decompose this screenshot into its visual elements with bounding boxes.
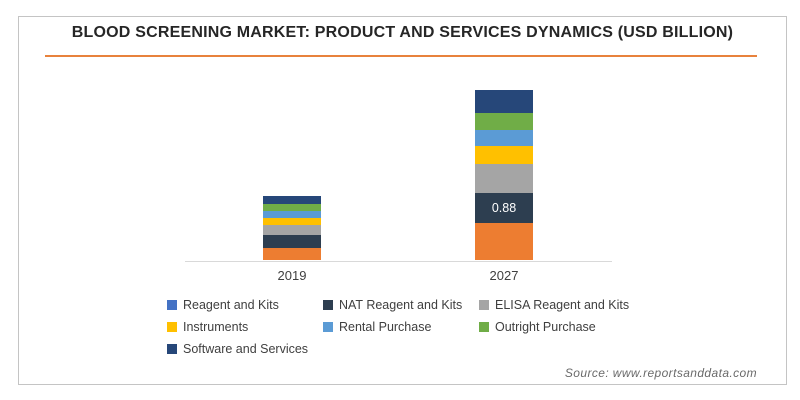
bar-segment-elisa-reagent-and-kits-2019 bbox=[263, 225, 321, 236]
chart-legend: Reagent and Kits NAT Reagent and Kits ELIS… bbox=[167, 298, 709, 356]
bar-segment-outright-purchase-2027 bbox=[475, 112, 533, 130]
legend-item-instruments: Instruments bbox=[167, 320, 323, 334]
legend-swatch-icon bbox=[479, 300, 489, 310]
bar-segment-nat-reagent-and-kits-2019 bbox=[263, 235, 321, 249]
legend-swatch-icon bbox=[167, 344, 177, 354]
bar-segment-nat-reagent-and-kits-2027: 0.88 bbox=[475, 192, 533, 223]
x-axis-label-2027: 2027 bbox=[489, 268, 519, 283]
bar-segment-instruments-2019 bbox=[263, 218, 321, 226]
bar-segment-elisa-reagent-and-kits-2027 bbox=[475, 163, 533, 193]
bar-segment-reagent-and-kits-2019 bbox=[263, 248, 321, 260]
legend-label: NAT Reagent and Kits bbox=[339, 298, 463, 312]
chart-title: BLOOD SCREENING MARKET: PRODUCT AND SERV… bbox=[71, 24, 734, 41]
legend-label: Outright Purchase bbox=[495, 320, 596, 334]
legend-swatch-icon bbox=[323, 322, 333, 332]
stacked-bar-2027: 0.88 bbox=[475, 90, 533, 260]
bar-segment-outright-purchase-2019 bbox=[263, 204, 321, 212]
title-underline-rule bbox=[45, 55, 757, 57]
legend-item-outright-purchase: Outright Purchase bbox=[479, 320, 709, 334]
legend-item-reagent-and-kits: Reagent and Kits bbox=[167, 298, 323, 312]
legend-label: Instruments bbox=[183, 320, 249, 334]
legend-label: Reagent and Kits bbox=[183, 298, 279, 312]
stacked-bar-2019 bbox=[263, 195, 321, 260]
bar-segment-rental-purchase-2027 bbox=[475, 129, 533, 146]
legend-label: Software and Services bbox=[183, 342, 309, 356]
bar-segment-instruments-2027 bbox=[475, 145, 533, 164]
bar-segment-software-and-services-2027 bbox=[475, 90, 533, 113]
legend-item-rental-purchase: Rental Purchase bbox=[323, 320, 479, 334]
x-axis-line bbox=[185, 261, 612, 262]
legend-item-software-and-services: Software and Services bbox=[167, 342, 323, 356]
legend-item-nat-reagent-and-kits: NAT Reagent and Kits bbox=[323, 298, 479, 312]
chart-frame: BLOOD SCREENING MARKET: PRODUCT AND SERV… bbox=[18, 16, 787, 385]
legend-label: ELISA Reagent and Kits bbox=[495, 298, 630, 312]
x-axis-label-2019: 2019 bbox=[277, 268, 307, 283]
legend-swatch-icon bbox=[167, 322, 177, 332]
bar-segment-software-and-services-2019 bbox=[263, 195, 321, 205]
legend-swatch-icon bbox=[323, 300, 333, 310]
bar-segment-reagent-and-kits-2027 bbox=[475, 222, 533, 260]
plot-area: 0.88 2019 2027 bbox=[19, 17, 786, 384]
legend-item-elisa-reagent-and-kits: ELISA Reagent and Kits bbox=[479, 298, 709, 312]
source-note: Source: www.reportsanddata.com bbox=[564, 366, 757, 380]
legend-label: Rental Purchase bbox=[339, 320, 432, 334]
legend-swatch-icon bbox=[479, 322, 489, 332]
data-label-nat-reagent-and-kits: 0.88 bbox=[491, 200, 517, 215]
legend-swatch-icon bbox=[167, 300, 177, 310]
bar-segment-rental-purchase-2019 bbox=[263, 211, 321, 219]
